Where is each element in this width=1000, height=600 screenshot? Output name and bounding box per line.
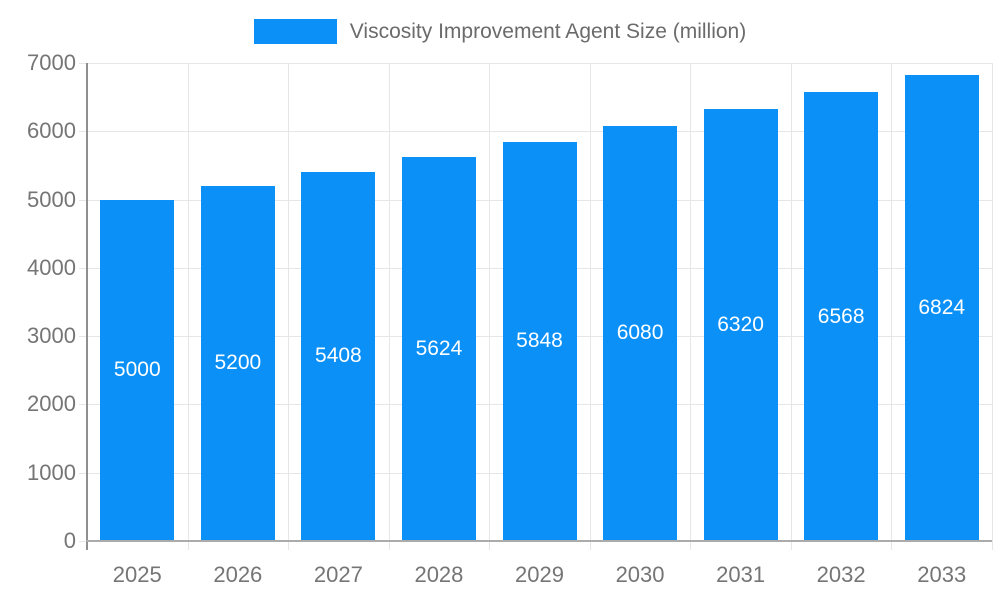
y-axis-tick-label: 2000 xyxy=(27,391,76,417)
gridline-horizontal xyxy=(79,63,992,64)
x-axis-line xyxy=(86,540,992,542)
gridline-vertical xyxy=(891,63,893,550)
x-axis-tick-label: 2028 xyxy=(414,562,464,587)
bar-2026[interactable] xyxy=(200,185,275,541)
x-axis-tick-label: 2030 xyxy=(615,562,665,587)
x-axis-tick-label: 2026 xyxy=(213,562,263,587)
bar-value-label: 5000 xyxy=(113,358,161,382)
y-axis-tick-label: 4000 xyxy=(27,254,76,280)
bar-2025[interactable] xyxy=(100,199,175,541)
gridline-vertical xyxy=(288,63,290,550)
bar-value-label: 5200 xyxy=(214,351,262,375)
bar-2027[interactable] xyxy=(301,171,376,541)
bar-value-label: 5624 xyxy=(415,336,463,360)
x-axis-tick-label: 2032 xyxy=(816,562,866,587)
y-axis-tick-label: 5000 xyxy=(27,186,76,212)
bar-2030[interactable] xyxy=(603,125,678,541)
bar-2032[interactable] xyxy=(804,92,879,541)
y-axis-tick-label: 1000 xyxy=(27,459,76,485)
x-axis-tick-label: 2033 xyxy=(917,562,967,587)
gridline-vertical xyxy=(992,63,993,550)
x-axis-tick-label: 2025 xyxy=(112,562,162,587)
bar-value-label: 5408 xyxy=(315,344,362,368)
y-axis-tick-label: 0 xyxy=(63,528,76,553)
y-axis-tick-label: 3000 xyxy=(27,323,76,349)
bar-2028[interactable] xyxy=(401,156,476,541)
gridline-vertical xyxy=(589,63,591,550)
y-axis-tick-label: 6000 xyxy=(27,118,76,144)
bar-2031[interactable] xyxy=(703,109,778,541)
x-axis-tick-label: 2029 xyxy=(515,562,564,587)
gridline-vertical xyxy=(690,63,692,550)
y-axis-tick-label: 7000 xyxy=(27,50,76,75)
bar-value-label: 6568 xyxy=(817,304,865,328)
x-axis-tick-label: 2027 xyxy=(313,562,363,587)
bar-2033[interactable] xyxy=(904,75,979,541)
bar-2029[interactable] xyxy=(502,141,577,541)
x-axis-tick-label: 2031 xyxy=(716,562,766,587)
gridline-horizontal xyxy=(79,131,992,133)
bar-value-label: 5848 xyxy=(516,329,563,353)
gridline-vertical xyxy=(489,63,491,550)
gridline-vertical xyxy=(187,63,189,550)
y-axis-line xyxy=(86,63,88,550)
bar-value-label: 6320 xyxy=(717,313,764,337)
bar-value-label: 6080 xyxy=(616,321,664,345)
legend-label: Viscosity Improvement Agent Size (millio… xyxy=(349,19,747,43)
legend[interactable]: Viscosity Improvement Agent Size (millio… xyxy=(0,14,1000,48)
gridline-vertical xyxy=(790,63,792,550)
bar-value-label: 6824 xyxy=(918,296,966,319)
legend-swatch xyxy=(253,18,337,44)
gridline-vertical xyxy=(388,63,390,550)
